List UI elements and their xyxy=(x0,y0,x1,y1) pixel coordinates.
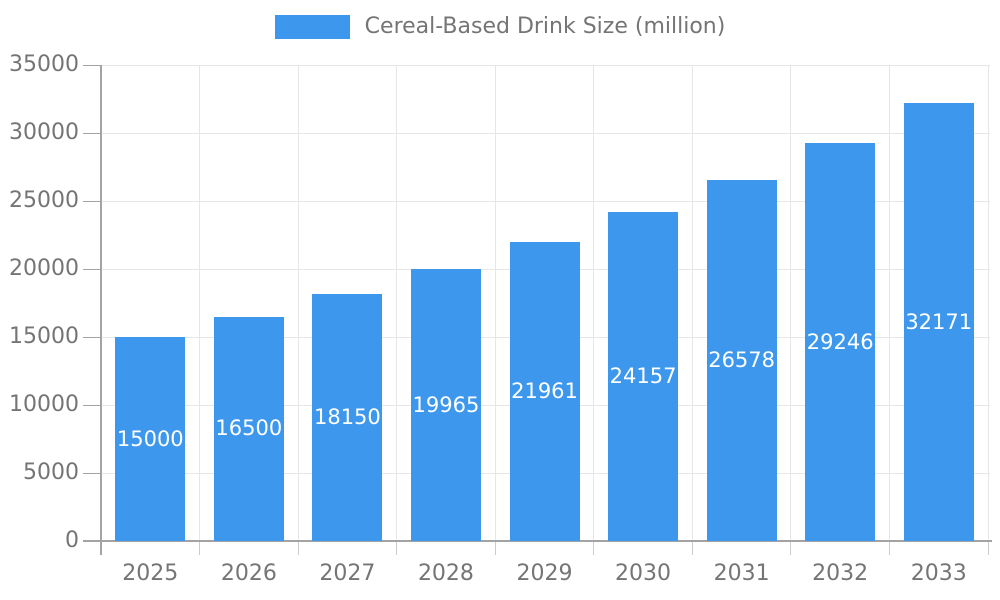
x-gridline xyxy=(199,65,201,541)
y-axis-line xyxy=(100,65,102,555)
y-tick-label: 25000 xyxy=(9,188,79,213)
x-axis-tick xyxy=(396,541,398,555)
x-axis-tick xyxy=(494,541,496,555)
legend-label: Cereal-Based Drink Size (million) xyxy=(364,14,726,39)
y-axis-tick xyxy=(83,64,101,66)
x-axis-line xyxy=(83,540,992,542)
x-gridline xyxy=(691,65,693,541)
x-gridline xyxy=(396,65,398,541)
x-axis-tick xyxy=(790,541,792,555)
x-axis-tick xyxy=(593,541,595,555)
y-tick-label: 10000 xyxy=(9,392,79,417)
legend[interactable]: Cereal-Based Drink Size (million) xyxy=(0,14,1000,39)
bar-value-label: 29246 xyxy=(806,329,874,354)
bar-value-label: 32171 xyxy=(905,309,973,334)
y-tick-label: 0 xyxy=(65,528,79,553)
x-tick-label: 2032 xyxy=(812,561,869,586)
x-tick-label: 2025 xyxy=(122,561,179,586)
bar-value-label: 16500 xyxy=(215,416,283,441)
bar-value-label: 19965 xyxy=(412,392,480,417)
x-gridline xyxy=(888,65,890,541)
x-gridline xyxy=(987,65,989,541)
bar-value-label: 24157 xyxy=(609,364,677,389)
x-axis-tick xyxy=(691,541,693,555)
x-axis-tick xyxy=(297,541,299,555)
x-gridline xyxy=(297,65,299,541)
bar[interactable]: 16500 xyxy=(213,316,284,541)
y-tick-label: 20000 xyxy=(9,256,79,281)
x-gridline xyxy=(494,65,496,541)
bar-value-label: 15000 xyxy=(116,426,184,451)
bar[interactable]: 19965 xyxy=(410,269,481,541)
y-gridline xyxy=(101,64,990,66)
y-tick-label: 15000 xyxy=(9,324,79,349)
x-tick-label: 2033 xyxy=(910,561,967,586)
x-tick-label: 2031 xyxy=(713,561,770,586)
x-tick-label: 2027 xyxy=(319,561,376,586)
bar-value-label: 18150 xyxy=(313,405,381,430)
x-gridline xyxy=(790,65,792,541)
x-axis-tick xyxy=(987,541,989,555)
x-axis-tick xyxy=(888,541,890,555)
y-axis-tick xyxy=(83,132,101,134)
bar[interactable]: 18150 xyxy=(312,294,383,541)
x-tick-label: 2028 xyxy=(417,561,474,586)
y-axis-tick xyxy=(83,268,101,270)
bar[interactable]: 24157 xyxy=(608,212,679,541)
x-tick-label: 2029 xyxy=(516,561,573,586)
y-axis-tick xyxy=(83,404,101,406)
legend-swatch xyxy=(274,14,350,39)
y-tick-label: 5000 xyxy=(23,460,79,485)
bar[interactable]: 15000 xyxy=(115,337,186,541)
bar[interactable]: 26578 xyxy=(706,179,777,541)
y-axis-tick xyxy=(83,472,101,474)
y-axis-tick xyxy=(83,336,101,338)
bar[interactable]: 29246 xyxy=(805,143,876,541)
y-tick-label: 30000 xyxy=(9,120,79,145)
x-gridline xyxy=(593,65,595,541)
y-tick-label: 35000 xyxy=(9,52,79,77)
y-axis-tick xyxy=(83,200,101,202)
bar[interactable]: 21961 xyxy=(509,242,580,541)
bar-value-label: 26578 xyxy=(708,347,776,372)
bar-value-label: 21961 xyxy=(511,379,578,404)
x-tick-label: 2026 xyxy=(220,561,277,586)
bar[interactable]: 32171 xyxy=(903,103,974,541)
x-axis-tick xyxy=(199,541,201,555)
x-tick-label: 2030 xyxy=(615,561,672,586)
y-gridline xyxy=(101,200,990,202)
y-gridline xyxy=(101,132,990,134)
